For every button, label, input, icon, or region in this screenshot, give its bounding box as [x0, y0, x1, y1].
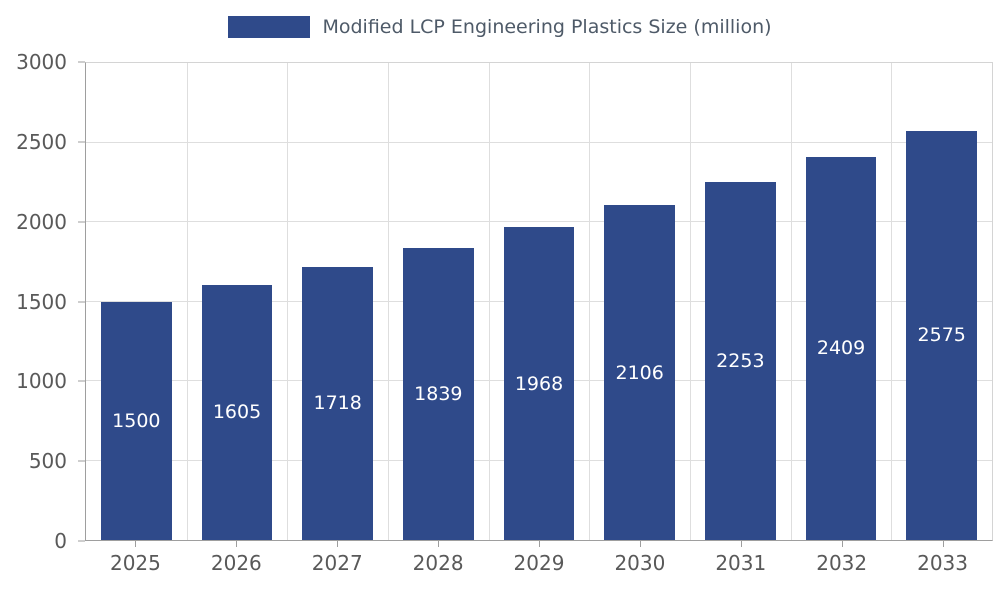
bar-slot: 2106	[589, 63, 690, 540]
y-tick-label: 2000	[16, 209, 67, 234]
x-tick-label: 2030	[614, 551, 666, 575]
x-axis: 2025 2026 2027 2028 2029 2030 2031 2032 2033	[85, 541, 993, 586]
y-tick-label: 0	[54, 529, 67, 553]
x-tick-label: 2028	[412, 551, 464, 575]
bar-slot: 1968	[489, 63, 590, 540]
v-gridline	[790, 63, 792, 540]
y-tick-mark	[78, 221, 85, 223]
x-tick-mark	[236, 541, 238, 547]
legend-label: Modified LCP Engineering Plastics Size (…	[322, 16, 772, 38]
x-tick-label: 2033	[917, 551, 969, 575]
y-tick-label: 1500	[16, 289, 67, 314]
plot-area: 1500 1605 1718 1839 1968 2106 2253 2409 2575	[85, 62, 993, 541]
bar-slot: 1500	[86, 63, 187, 540]
bar-value-label: 2409	[816, 337, 866, 360]
x-tick-mark	[841, 541, 843, 547]
y-tick-mark	[78, 61, 85, 63]
y-tick-mark	[78, 540, 85, 542]
x-tick-label: 2032	[816, 551, 868, 575]
y-axis: 0 500 1000 1500 2000 2500 3000	[0, 52, 85, 551]
bar-value-label: 2253	[716, 349, 765, 372]
x-tick-mark	[740, 541, 742, 547]
x-tick-label: 2025	[109, 551, 161, 575]
bar: 2409	[805, 156, 877, 540]
bar-slot: 2575	[891, 63, 992, 540]
y-tick-label: 3000	[16, 50, 67, 74]
bar-value-label: 1500	[112, 409, 161, 432]
v-gridline	[387, 63, 389, 540]
bar-value-label: 2106	[615, 361, 664, 384]
x-tick-label: 2027	[311, 551, 363, 575]
bar: 1968	[503, 227, 575, 540]
x-axis-slot: 2026	[186, 541, 287, 586]
x-tick-mark	[337, 541, 339, 547]
x-axis-slot: 2031	[690, 541, 791, 586]
bar-value-label: 1718	[313, 392, 362, 415]
bar-slot: 1605	[187, 63, 288, 540]
y-tick-mark	[78, 460, 85, 462]
bars: 1500 1605 1718 1839 1968 2106 2253 2409 2575	[86, 63, 992, 540]
bar: 1718	[302, 266, 373, 540]
bar: 2253	[705, 181, 776, 540]
x-tick-mark	[135, 541, 137, 547]
v-gridline	[891, 63, 893, 540]
v-gridline	[186, 63, 188, 540]
x-tick-mark	[942, 541, 944, 547]
bar-slot: 2253	[690, 63, 791, 540]
y-tick-mark	[78, 380, 85, 382]
bar: 1839	[403, 247, 474, 540]
x-axis-slot: 2027	[287, 541, 388, 586]
x-axis-slot: 2032	[791, 541, 892, 586]
x-axis-slot: 2033	[892, 541, 993, 586]
bar-value-label: 1605	[212, 401, 262, 424]
x-tick-label: 2029	[513, 551, 565, 575]
bar-value-label: 2575	[917, 324, 966, 347]
bar-value-label: 1968	[514, 372, 564, 395]
bar: 1500	[101, 301, 172, 540]
h-gridline	[86, 221, 992, 223]
x-tick-mark	[438, 541, 440, 547]
x-axis-slot: 2030	[589, 541, 690, 586]
y-tick-label: 1000	[16, 369, 67, 394]
y-tick-mark	[78, 141, 85, 143]
x-tick-label: 2031	[715, 551, 767, 575]
y-tick-mark	[78, 301, 85, 302]
v-gridline	[589, 63, 591, 540]
bar-slot: 1839	[388, 63, 489, 540]
y-tick-label: 500	[28, 449, 67, 474]
x-tick-mark	[639, 541, 641, 547]
v-gridline	[689, 63, 691, 540]
bar: 2106	[604, 205, 675, 540]
x-tick-label: 2026	[210, 551, 262, 575]
bar-slot: 2409	[791, 63, 892, 540]
bar: 2575	[906, 130, 977, 540]
x-axis-slot: 2029	[489, 541, 590, 586]
y-tick-label: 2500	[16, 129, 67, 154]
v-gridline	[488, 63, 490, 540]
v-gridline	[287, 63, 289, 540]
bar-value-label: 1839	[414, 382, 463, 405]
x-axis-slot: 2028	[388, 541, 489, 586]
bar-slot: 1718	[287, 63, 388, 540]
x-tick-mark	[539, 541, 540, 547]
x-axis-slot: 2025	[85, 541, 186, 586]
legend: Modified LCP Engineering Plastics Size (…	[0, 16, 1000, 38]
bar: 1605	[201, 284, 273, 540]
h-gridline	[86, 141, 992, 143]
legend-swatch	[228, 16, 311, 38]
